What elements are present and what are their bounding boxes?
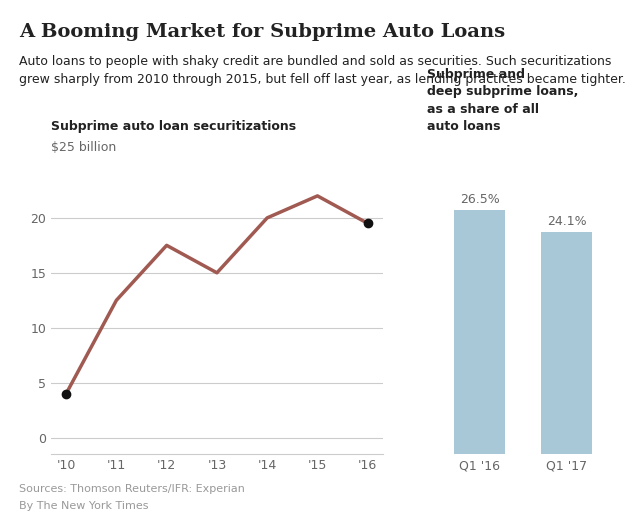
Text: Auto loans to people with shaky credit are bundled and sold as securities. Such : Auto loans to people with shaky credit a… <box>19 55 626 86</box>
Text: 24.1%: 24.1% <box>547 216 586 229</box>
Text: By The New York Times: By The New York Times <box>19 501 149 511</box>
Text: $25 billion: $25 billion <box>51 141 116 154</box>
Bar <box>454 210 505 454</box>
Text: A Booming Market for Subprime Auto Loans: A Booming Market for Subprime Auto Loans <box>19 23 505 41</box>
Bar <box>542 232 592 454</box>
Text: 26.5%: 26.5% <box>460 193 500 206</box>
Text: Subprime auto loan securitizations: Subprime auto loan securitizations <box>51 120 296 133</box>
Text: Sources: Thomson Reuters/IFR: Experian: Sources: Thomson Reuters/IFR: Experian <box>19 484 245 494</box>
Text: Subprime and
deep subprime loans,
as a share of all
auto loans: Subprime and deep subprime loans, as a s… <box>427 68 579 133</box>
